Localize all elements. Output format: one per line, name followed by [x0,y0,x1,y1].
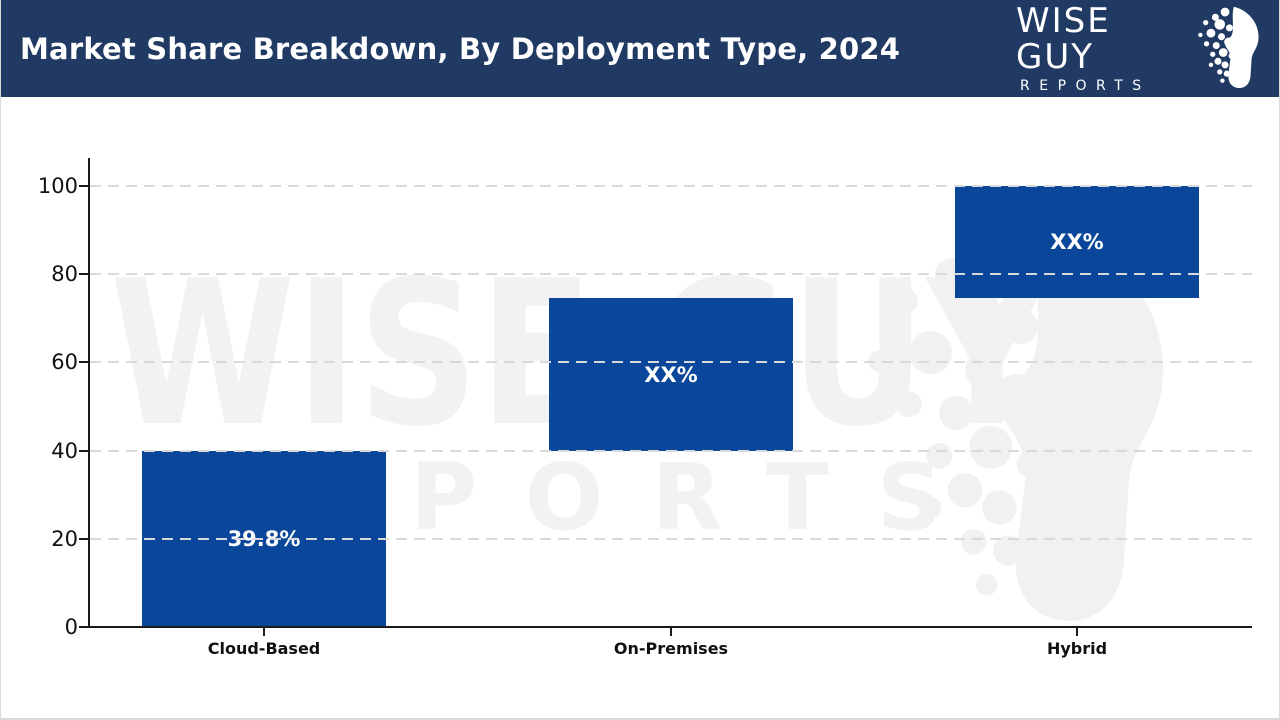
y-axis-tick-label: 60 [51,350,78,375]
x-tick-mark [670,628,672,636]
y-axis-tick-label: 80 [51,262,78,287]
y-axis-tick-label: 0 [64,615,78,639]
y-tick-mark [79,185,88,187]
y-tick-mark [79,449,88,452]
y-tick-mark [79,626,88,628]
gridline-100 [90,185,1252,187]
y-tick-mark [79,537,88,540]
x-axis-category-label: Hybrid [1046,639,1108,658]
x-tick-mark [1076,628,1078,636]
x-axis-line [88,626,1252,629]
bar-value-label: XX% [1050,230,1104,255]
wise-guy-reports-logo: WISE GUY REPORTS [1016,1,1266,94]
y-tick-mark [79,361,88,364]
logo-text: WISE GUY REPORTS [1016,1,1184,94]
gridline-80 [90,273,1252,276]
gridline-40 [90,449,1252,452]
x-tick-mark [263,628,265,636]
logo-head-icon [1198,6,1259,89]
y-axis-tick-label: 40 [51,438,78,463]
y-tick-mark [79,273,88,276]
bar-on-premises: XX% [549,298,793,451]
header-banner: Market Share Breakdown, By Deployment Ty… [0,0,1280,97]
bar-value-label: XX% [644,362,698,387]
y-axis-line [88,158,91,628]
logo-wordmark: WISE GUY [1016,1,1111,77]
x-axis-category-label: On-Premises [613,639,729,658]
y-axis-tick-label: 100 [37,174,78,198]
chart-title: Market Share Breakdown, By Deployment Ty… [20,31,901,66]
gridline-60 [90,361,1252,364]
bar-hybrid: XX% [955,186,1199,299]
y-axis-tick-label: 20 [51,526,78,551]
gridline-20 [90,537,1252,540]
logo-subtitle: REPORTS [1020,77,1151,94]
x-axis-category-label: Cloud-Based [207,639,321,658]
